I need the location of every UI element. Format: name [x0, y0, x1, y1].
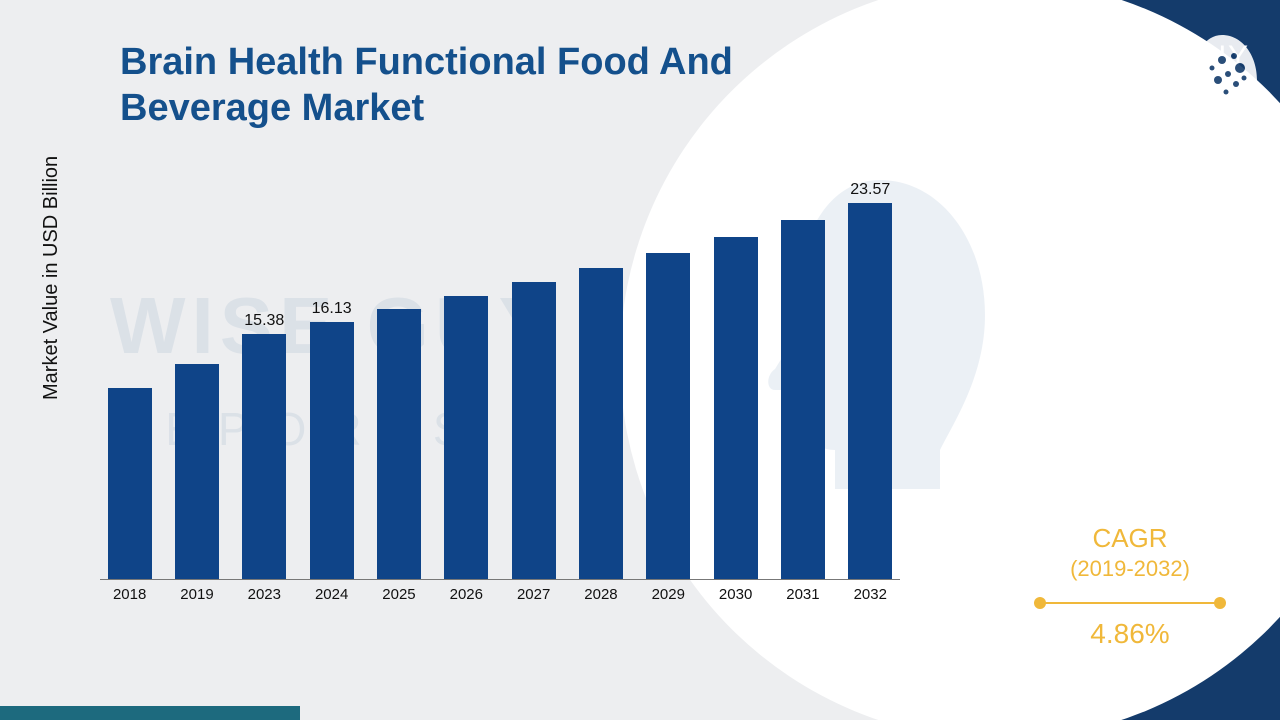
bar: [377, 309, 421, 580]
bar-value-label: 15.38: [244, 312, 284, 330]
cagr-divider: [1040, 602, 1220, 604]
bar: [714, 237, 758, 580]
x-tick: 2031: [779, 586, 826, 620]
bar: [781, 220, 825, 580]
bar-value-label: 16.13: [312, 300, 352, 318]
bar: [108, 388, 152, 580]
bar: [512, 282, 556, 580]
bar-2023: 15.38: [241, 334, 288, 580]
bar: [848, 203, 892, 580]
x-tick: 2028: [577, 586, 624, 620]
bars-container: 15.38 16.13 23.57: [100, 180, 900, 580]
x-tick: 2027: [510, 586, 557, 620]
bar-2019: [173, 364, 220, 580]
y-axis-label: Market Value in USD Billion: [40, 156, 63, 400]
bar-2027: [510, 282, 557, 580]
bottom-accent-bar: [0, 706, 300, 720]
bar-2025: [375, 309, 422, 580]
x-tick: 2023: [241, 586, 288, 620]
plot-area: 15.38 16.13 23.57: [100, 180, 900, 580]
bar-2024: 16.13: [308, 322, 355, 580]
bar: [242, 334, 286, 580]
bar-2032: 23.57: [847, 203, 894, 580]
bar-value-label: 23.57: [850, 181, 890, 199]
x-tick: 2025: [375, 586, 422, 620]
x-tick: 2018: [106, 586, 153, 620]
brand-head-icon: [1162, 30, 1262, 140]
x-tick: 2030: [712, 586, 759, 620]
bar: [579, 268, 623, 580]
chart-canvas: WISE GUY REPORTS Brain Health Functional…: [0, 0, 1280, 720]
x-tick: 2026: [443, 586, 490, 620]
x-tick: 2019: [173, 586, 220, 620]
bar: [444, 296, 488, 580]
x-axis-ticks: 2018 2019 2023 2024 2025 2026 2027 2028 2029 2030…: [100, 580, 900, 620]
bar: [310, 322, 354, 580]
bar-chart: Market Value in USD Billion 15.3816.1323…: [80, 180, 900, 620]
cagr-block: CAGR (2019-2032) 4.86%: [1014, 523, 1246, 650]
bar-2018: [106, 388, 153, 580]
x-tick: 2024: [308, 586, 355, 620]
bar-2026: [443, 296, 490, 580]
x-tick: 2032: [847, 586, 894, 620]
x-tick: 2029: [645, 586, 692, 620]
bar: [646, 253, 690, 580]
bar-2028: [577, 268, 624, 580]
cagr-title: CAGR: [1014, 523, 1246, 554]
bar-2029: [645, 253, 692, 580]
chart-title: Brain Health Functional Food And Beverag…: [120, 40, 840, 131]
bar: [175, 364, 219, 580]
bar-2030: [712, 237, 759, 580]
cagr-range: (2019-2032): [1014, 556, 1246, 582]
bar-2031: [779, 220, 826, 580]
cagr-value: 4.86%: [1014, 618, 1246, 650]
